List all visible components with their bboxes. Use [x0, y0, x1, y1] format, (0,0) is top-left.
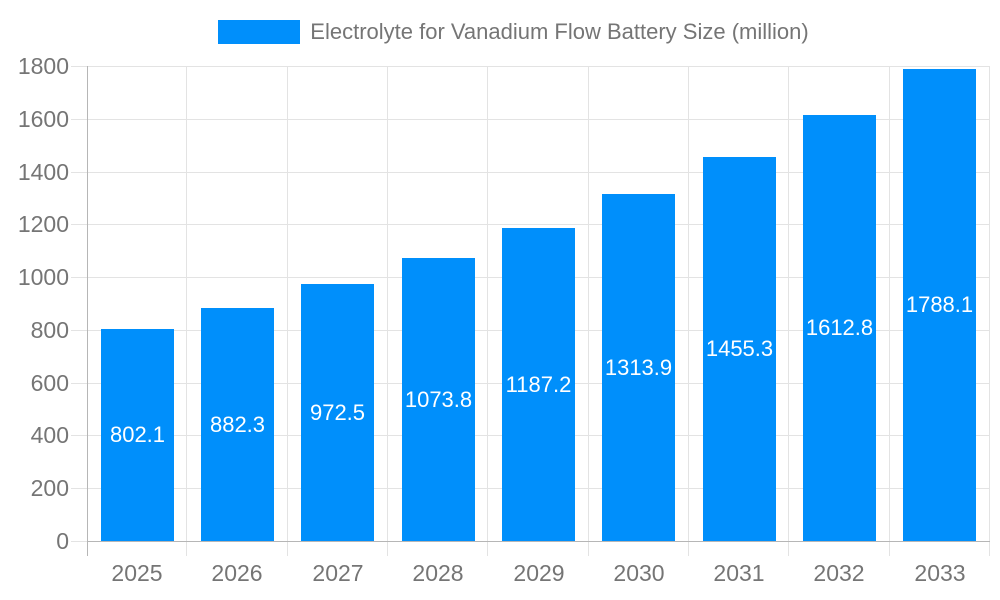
y-axis-tick — [71, 172, 87, 173]
legend-label: Electrolyte for Vanadium Flow Battery Si… — [310, 19, 809, 44]
bar-2031[interactable]: 1455.3 — [703, 157, 776, 541]
legend: Electrolyte for Vanadium Flow Battery Si… — [0, 19, 1000, 45]
gridline-vertical — [588, 66, 589, 556]
x-axis-label: 2025 — [111, 560, 163, 586]
gridline-horizontal — [87, 119, 990, 120]
y-axis-tick — [71, 330, 87, 331]
y-axis-tick — [71, 383, 87, 384]
gridline-vertical — [989, 66, 990, 556]
y-axis-tick — [71, 277, 87, 278]
bar-2033[interactable]: 1788.1 — [903, 69, 976, 541]
gridline-horizontal — [87, 224, 990, 225]
y-axis-label: 0 — [56, 528, 69, 554]
bar-value-label: 802.1 — [109, 422, 166, 447]
legend-swatch-icon — [218, 20, 301, 44]
bar-value-label: 1073.8 — [404, 386, 473, 412]
y-axis-label: 1200 — [17, 211, 69, 237]
y-axis-label: 1600 — [17, 106, 69, 132]
bar-2026[interactable]: 882.3 — [201, 308, 274, 541]
y-axis-label: 400 — [30, 422, 69, 448]
y-axis-label: 200 — [30, 475, 69, 501]
gridline-vertical — [387, 66, 388, 556]
x-axis-label: 2028 — [412, 560, 464, 586]
y-axis-label: 1000 — [17, 264, 69, 290]
bar-value-label: 882.3 — [209, 411, 266, 437]
bar-2025[interactable]: 802.1 — [101, 329, 174, 541]
bar-2028[interactable]: 1073.8 — [402, 258, 475, 541]
y-axis-label: 1800 — [17, 53, 69, 79]
y-axis-label: 800 — [30, 317, 69, 343]
bar-value-label: 1187.2 — [505, 371, 572, 397]
bar-2029[interactable]: 1187.2 — [502, 228, 575, 541]
y-axis-tick — [71, 488, 87, 489]
bar-value-label: 1313.9 — [604, 354, 673, 380]
gridline-vertical — [487, 66, 488, 556]
bar-value-label: 972.5 — [309, 399, 366, 425]
y-axis-line — [87, 66, 88, 556]
gridline-horizontal — [87, 172, 990, 173]
x-axis-label: 2027 — [312, 560, 364, 586]
x-axis-label: 2030 — [613, 560, 665, 586]
gridline-vertical — [889, 66, 890, 556]
gridline-vertical — [287, 66, 288, 556]
x-axis-baseline — [87, 541, 990, 542]
bar-value-label: 1612.8 — [805, 315, 874, 340]
bar-value-label: 1455.3 — [705, 336, 774, 361]
bar-value-label: 1788.1 — [905, 292, 974, 317]
gridline-vertical — [186, 66, 187, 556]
y-axis-tick — [71, 66, 87, 67]
plot-area: 802.1 882.3 972.5 1073.8 1187.2 1313.9 1455.3 1… — [87, 66, 990, 556]
gridline-vertical — [688, 66, 689, 556]
x-axis-label: 2033 — [914, 560, 966, 586]
gridline-vertical — [788, 66, 789, 556]
legend-item[interactable]: Electrolyte for Vanadium Flow Battery Si… — [218, 19, 809, 45]
x-axis-label: 2031 — [713, 560, 765, 586]
x-axis-label: 2029 — [513, 560, 565, 586]
bar-2027[interactable]: 972.5 — [301, 284, 374, 541]
bar-2030[interactable]: 1313.9 — [602, 194, 675, 541]
y-axis-label: 1400 — [17, 159, 69, 185]
y-axis-label: 600 — [30, 370, 69, 396]
bar-2032[interactable]: 1612.8 — [803, 115, 876, 541]
y-axis-tick — [71, 224, 87, 225]
gridline-horizontal — [87, 66, 990, 67]
x-axis-label: 2026 — [211, 560, 263, 586]
y-axis-tick — [71, 541, 87, 542]
y-axis-tick — [71, 119, 87, 120]
y-axis-tick — [71, 435, 87, 436]
x-axis-label: 2032 — [813, 560, 865, 586]
